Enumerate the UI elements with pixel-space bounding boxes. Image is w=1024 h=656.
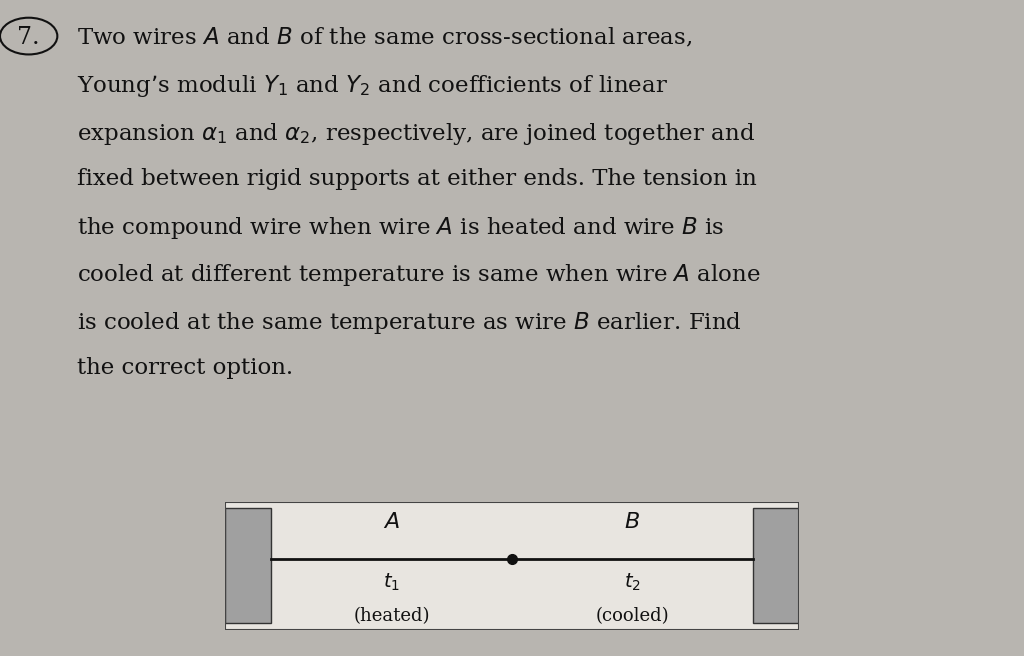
Text: cooled at different temperature is same when wire $A$ alone: cooled at different temperature is same … xyxy=(77,262,761,289)
Text: $A$: $A$ xyxy=(383,511,400,533)
Text: fixed between rigid supports at either ends. The tension in: fixed between rigid supports at either e… xyxy=(77,168,757,190)
Bar xyxy=(225,508,271,623)
Text: (heated): (heated) xyxy=(353,607,430,625)
Text: $t_2$: $t_2$ xyxy=(624,572,641,594)
Text: the correct option.: the correct option. xyxy=(77,357,293,379)
Text: Young’s moduli $Y_1$ and $Y_2$ and coefficients of linear: Young’s moduli $Y_1$ and $Y_2$ and coeff… xyxy=(77,73,668,100)
Text: $B$: $B$ xyxy=(625,511,640,533)
Text: Two wires $A$ and $B$ of the same cross-sectional areas,: Two wires $A$ and $B$ of the same cross-… xyxy=(77,26,692,49)
Bar xyxy=(753,508,799,623)
Text: 7.: 7. xyxy=(17,26,40,49)
Text: expansion $\alpha_1$ and $\alpha_2$, respectively, are joined together and: expansion $\alpha_1$ and $\alpha_2$, res… xyxy=(77,121,755,147)
Text: (cooled): (cooled) xyxy=(596,607,670,625)
Text: $t_1$: $t_1$ xyxy=(383,572,400,594)
Text: the compound wire when wire $A$ is heated and wire $B$ is: the compound wire when wire $A$ is heate… xyxy=(77,215,724,241)
Text: is cooled at the same temperature as wire $B$ earlier. Find: is cooled at the same temperature as wir… xyxy=(77,310,741,336)
